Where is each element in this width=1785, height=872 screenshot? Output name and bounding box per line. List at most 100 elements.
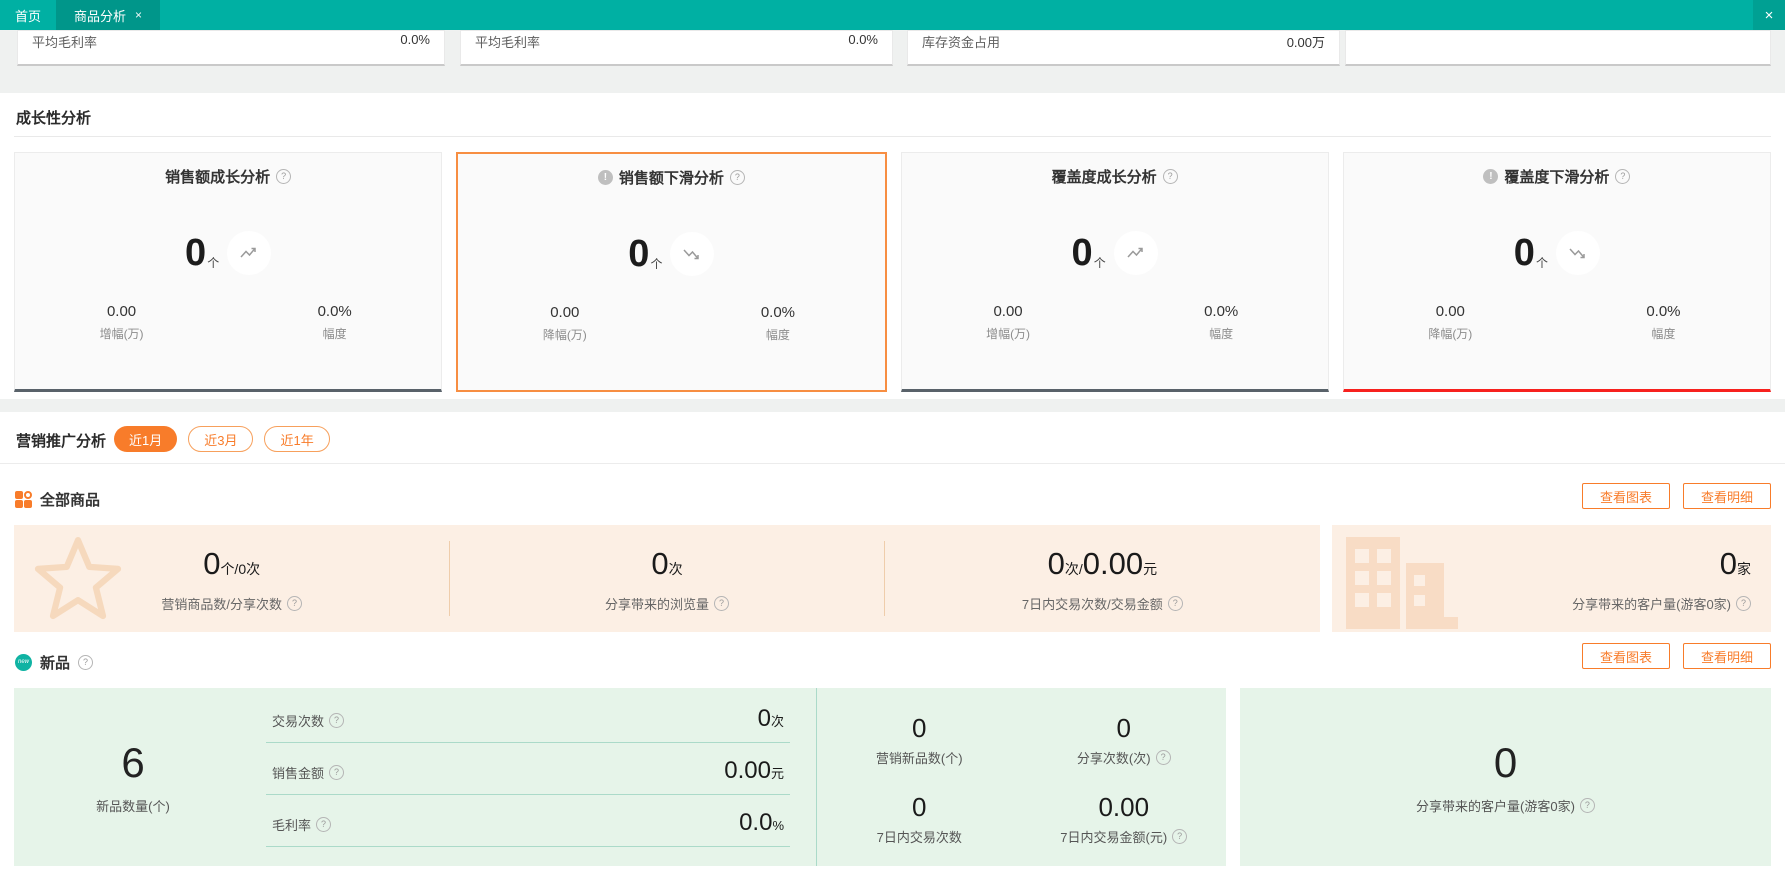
tab-home[interactable]: 首页 [15, 8, 42, 24]
stat-label: 降幅(万) [542, 328, 587, 342]
tab-bar: 首页 商品分析 × × [0, 0, 1785, 30]
help-icon[interactable]: ? [1172, 828, 1188, 844]
new-products-count: 6 新品数量(个) [14, 688, 252, 866]
trend-up-icon [227, 231, 272, 275]
kpi-row-sales-amount: 销售金额? 0.00元 [266, 743, 790, 795]
stat-value: 0.0% [760, 304, 796, 321]
divider [884, 541, 885, 616]
card-unit: 个 [1093, 256, 1106, 270]
marketing-analysis-section: 营销推广分析 近1月 近3月 近1年 全部商品 查看图表 查看明细 0个/ [0, 412, 1785, 872]
help-icon[interactable]: ? [714, 595, 729, 611]
star-icon [28, 531, 128, 632]
card-value-row: 0 个 [458, 232, 884, 276]
help-icon[interactable]: ? [316, 817, 332, 832]
divider [14, 136, 1771, 137]
stat-value: 6 [121, 738, 145, 786]
stat-label: 增幅(万) [986, 327, 1031, 341]
stat-label: 平均毛利率 [32, 35, 98, 50]
stat-value: 0.00 [993, 303, 1023, 320]
card-value: 0 [1513, 232, 1535, 274]
stat-value: 0.0% [848, 32, 878, 47]
kpi-unit: 元 [770, 766, 784, 781]
help-icon[interactable]: ? [286, 595, 302, 611]
kpi-row-gross-margin: 毛利率? 0.0% [266, 795, 790, 847]
building-icon [1340, 529, 1460, 632]
stat-card-empty [1345, 30, 1771, 66]
new-products-title: 新品 [40, 654, 71, 672]
card-coverage-decline[interactable]: ! 覆盖度下滑分析 ? 0 个 0.00 降幅(万) 0.0% 幅度 [1342, 152, 1771, 392]
help-icon[interactable]: ? [1615, 169, 1631, 184]
close-icon: × [1764, 6, 1774, 24]
stat-value: 0 [1493, 738, 1518, 786]
stat-value: 0.0% [1646, 303, 1681, 320]
stat-card-avg-margin-1: 平均毛利率 0.0% [17, 30, 445, 66]
help-icon[interactable]: ? [276, 169, 292, 184]
stat-card-avg-margin-2: 平均毛利率 0.0% [460, 30, 893, 66]
tab-product-analysis[interactable]: 商品分析 × [56, 0, 161, 30]
new-products-panel: 6 新品数量(个) 交易次数? 0次 销售金额? 0.00元 毛利率? 0.0% [14, 688, 1226, 866]
stat-share-customers: 0家 分享带来的客户量(游客0家)? [1572, 547, 1751, 613]
card-title: 覆盖度下滑分析 [1504, 169, 1610, 186]
stat-card-stock-funds: 库存资金占用 0.00万 [907, 30, 1340, 66]
card-sales-decline[interactable]: ! 销售额下滑分析 ? 0 个 0.00 降幅(万) 0.0% 幅度 [456, 152, 887, 392]
help-icon[interactable]: ? [329, 713, 345, 728]
trend-down-icon [670, 232, 715, 276]
all-products-customer-banner: 0家 分享带来的客户量(游客0家)? [1332, 525, 1771, 632]
kpi-value: 0.00 [724, 757, 771, 784]
stat-label: 幅度 [765, 328, 790, 342]
stat-value: 0.00万 [1286, 35, 1325, 50]
trend-down-icon [1555, 231, 1600, 275]
stat-value: 0.00 [1435, 303, 1465, 320]
card-value-row: 0 个 [1344, 231, 1770, 275]
all-products-buttons: 查看图表 查看明细 [1582, 483, 1771, 509]
stat-label: 降幅(万) [1428, 327, 1473, 341]
help-icon[interactable]: ? [1167, 595, 1183, 611]
help-icon[interactable]: ? [1155, 749, 1171, 765]
help-icon[interactable]: ? [1162, 169, 1178, 184]
all-products-header: 全部商品 [15, 486, 100, 512]
help-icon[interactable]: ? [729, 170, 745, 185]
growth-cards: 销售额成长分析 ? 0 个 0.00 增幅(万) 0.0% 幅度 ! [14, 152, 1771, 392]
stat-label: 分享带来的客户量(游客0家) [1416, 798, 1575, 814]
card-stats: 0.00 降幅(万) 0.0% 幅度 [1344, 303, 1770, 342]
help-icon[interactable]: ? [329, 765, 345, 780]
kpi-label: 交易次数 [272, 714, 325, 729]
card-title: 覆盖度成长分析 [1051, 169, 1157, 186]
growth-section-title: 成长性分析 [16, 110, 92, 127]
pill-last-3-months[interactable]: 近3月 [188, 426, 254, 452]
help-icon[interactable]: ? [1579, 797, 1595, 813]
stat-label: 分享带来的客户量(游客0家) [1572, 597, 1731, 612]
divider [0, 463, 1785, 464]
new-products-kpi-rows: 交易次数? 0次 销售金额? 0.00元 毛利率? 0.0% [252, 688, 816, 866]
stat-share-views: 0次 分享带来的浏览量? [449, 525, 884, 632]
help-icon[interactable]: ? [78, 654, 94, 670]
kpi-value: 0 [912, 791, 927, 822]
card-value-row: 0 个 [15, 231, 441, 275]
stat-value: 0.00 [1082, 545, 1144, 581]
page-close-button[interactable]: × [1753, 0, 1785, 30]
new-products-header: new 新品 ? [15, 649, 94, 675]
view-detail-button[interactable]: 查看明细 [1683, 643, 1771, 669]
help-icon[interactable]: ? [1736, 596, 1751, 611]
tab-close-icon[interactable]: × [135, 8, 143, 22]
kpi-value: 0 [757, 705, 771, 732]
kpi-label: 分享次数(次) [1076, 750, 1151, 766]
stat-label: 营销商品数/分享次数 [161, 596, 282, 612]
pill-last-1-month[interactable]: 近1月 [114, 426, 178, 452]
stat-label: 库存资金占用 [922, 35, 1001, 50]
card-value: 0 [1071, 232, 1093, 274]
products-grid-icon [15, 490, 32, 508]
marketing-section-title: 营销推广分析 [16, 433, 107, 450]
kpi-value: 0 [912, 712, 927, 743]
view-chart-button[interactable]: 查看图表 [1582, 643, 1670, 669]
view-detail-button[interactable]: 查看明细 [1683, 483, 1771, 509]
stat-label: 分享带来的浏览量 [604, 596, 709, 612]
pill-last-1-year[interactable]: 近1年 [264, 426, 330, 452]
view-chart-button[interactable]: 查看图表 [1582, 483, 1670, 509]
card-coverage-growth[interactable]: 覆盖度成长分析 ? 0 个 0.00 增幅(万) 0.0% 幅度 [900, 152, 1329, 392]
kpi-label: 营销新品数(个) [875, 750, 963, 766]
stat-value: 0.0% [1204, 303, 1239, 320]
stat-value: 0 [203, 545, 221, 581]
card-sales-growth[interactable]: 销售额成长分析 ? 0 个 0.00 增幅(万) 0.0% 幅度 [14, 152, 443, 392]
